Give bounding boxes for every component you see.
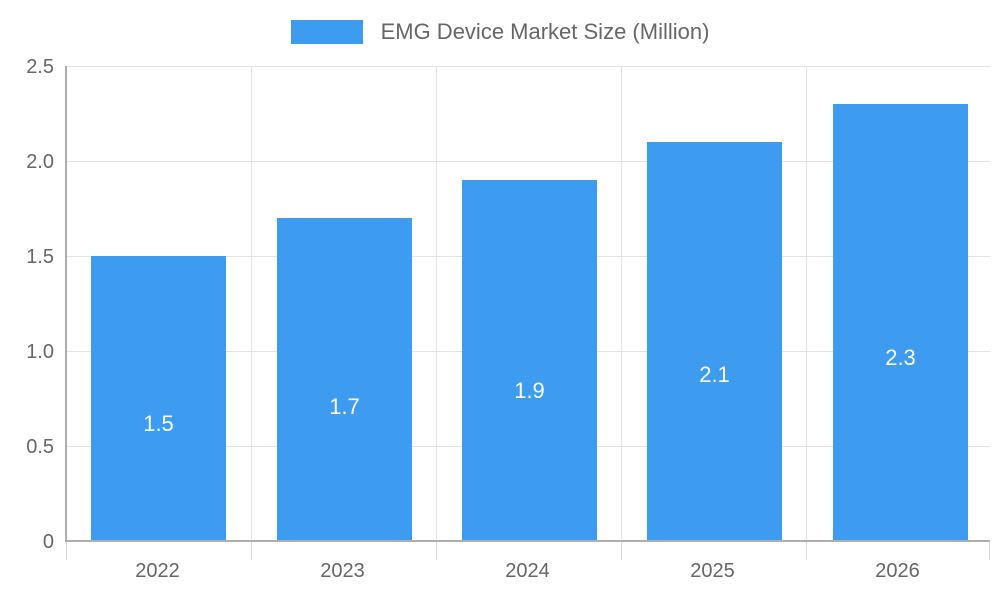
y-tick-label-2-5: 2.5 <box>26 56 54 78</box>
x-tick-mark-2 <box>436 542 437 560</box>
x-tick-label-2023: 2023 <box>320 560 365 582</box>
bar-2025[interactable]: 2.1 <box>647 142 782 541</box>
y-tick-label-0-5: 0.5 <box>26 436 54 458</box>
bar-2026[interactable]: 2.3 <box>833 104 968 541</box>
y-axis-line <box>65 66 67 542</box>
bar-value-label-2024: 1.9 <box>514 378 545 403</box>
y-tick-label-0: 0 <box>42 531 54 553</box>
gridline-x-3 <box>621 66 622 541</box>
bar-2022[interactable]: 1.5 <box>91 256 226 541</box>
y-axis-tick-labels: 2.5 2.0 1.5 1.0 0.5 0 <box>0 0 54 600</box>
bar-2023[interactable]: 1.7 <box>277 218 412 541</box>
y-tick-label-2-0: 2.0 <box>26 151 54 173</box>
x-tick-label-2022: 2022 <box>135 560 180 582</box>
plot-area: 1.5 1.7 1.9 2.1 2.3 <box>65 66 990 541</box>
gridline-y-2-0 <box>65 161 990 162</box>
x-tick-mark-0 <box>66 542 67 560</box>
y-tick-label-1-5: 1.5 <box>26 246 54 268</box>
x-tick-label-2026: 2026 <box>875 560 920 582</box>
chart-legend: EMG Device Market Size (Million) <box>0 14 1000 50</box>
legend-label: EMG Device Market Size (Million) <box>380 19 710 44</box>
y-tick-label-1-0: 1.0 <box>26 341 54 363</box>
bar-value-label-2025: 2.1 <box>699 362 730 387</box>
legend-item-emg-device-market-size[interactable]: EMG Device Market Size (Million) <box>290 19 710 44</box>
x-tick-label-2025: 2025 <box>690 560 735 582</box>
x-tick-mark-1 <box>251 542 252 560</box>
gridline-x-2 <box>436 66 437 541</box>
bar-2024[interactable]: 1.9 <box>462 180 597 541</box>
x-axis-line <box>65 540 990 542</box>
x-tick-label-2024: 2024 <box>505 560 550 582</box>
gridline-x-4 <box>806 66 807 541</box>
bar-value-label-2022: 1.5 <box>143 411 174 436</box>
bar-value-label-2023: 1.7 <box>329 394 360 419</box>
x-tick-mark-4 <box>806 542 807 560</box>
bar-value-label-2026: 2.3 <box>885 345 916 370</box>
gridline-y-2-5 <box>65 66 990 67</box>
legend-color-swatch-icon <box>290 20 363 44</box>
gridline-x-1 <box>251 66 252 541</box>
x-tick-mark-3 <box>621 542 622 560</box>
x-tick-mark-5 <box>989 542 990 560</box>
